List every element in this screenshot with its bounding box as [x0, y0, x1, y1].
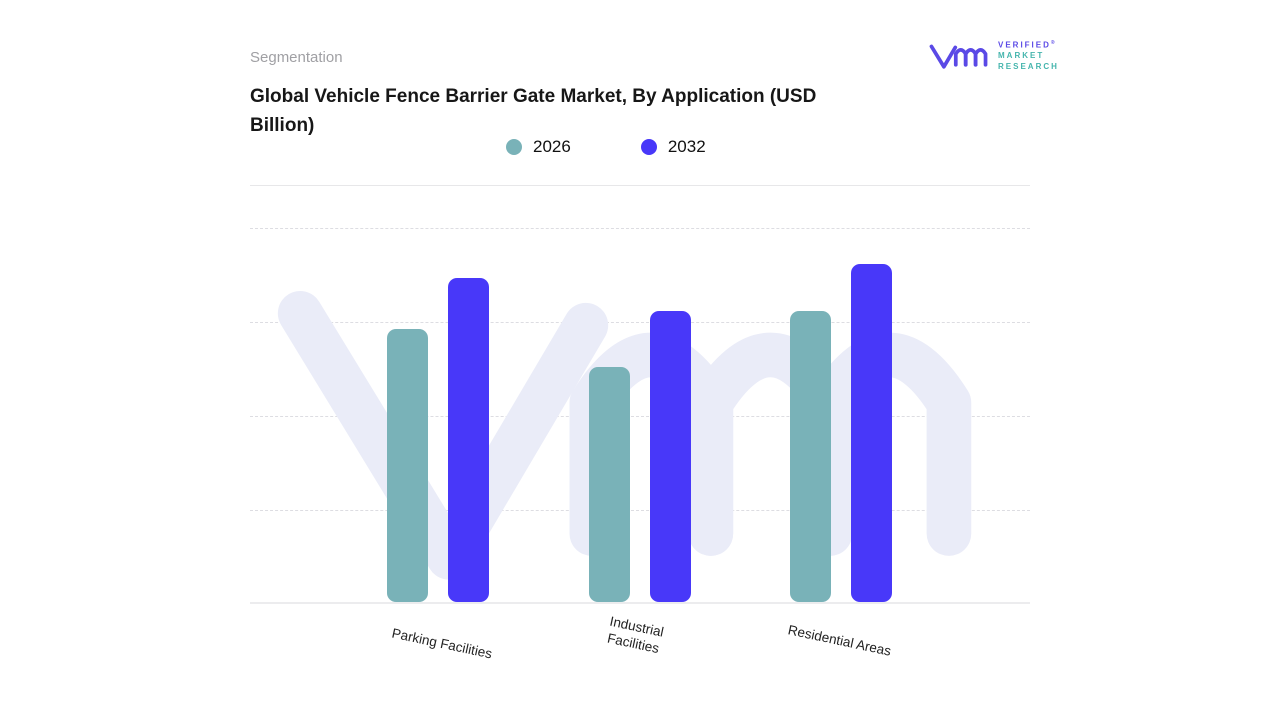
gridline: [250, 228, 1030, 229]
section-label: Segmentation: [250, 49, 343, 66]
brand-wordmark: VERIFIED® MARKET RESEARCH: [998, 38, 1059, 72]
brand-logo: VERIFIED® MARKET RESEARCH: [928, 38, 1059, 72]
chart-title: Global Vehicle Fence Barrier Gate Market…: [250, 86, 817, 136]
x-axis-label: Parking Facilities: [390, 625, 494, 662]
bar-2026: [387, 329, 428, 602]
legend-label: 2032: [667, 137, 706, 156]
bar-group: [589, 311, 691, 602]
header-divider: [250, 185, 1030, 186]
brand-line-market: MARKET: [998, 51, 1045, 61]
legend: 2026 2032: [506, 137, 706, 157]
legend-dot-2026: [506, 139, 522, 155]
bar-group: [790, 264, 892, 602]
x-axis-labels: Parking Facilities Industrial Facilities R…: [250, 604, 1030, 694]
brand-line-verified: VERIFIED®: [998, 40, 1055, 50]
x-axis-label: Industrial Facilities: [605, 613, 666, 657]
x-axis-label: Residential Areas: [786, 622, 893, 659]
legend-label: 2026: [533, 137, 571, 156]
bar-2032: [448, 278, 489, 602]
chart-plot-area: [250, 228, 1030, 604]
registered-mark: ®: [1050, 40, 1055, 46]
bar-2026: [589, 367, 630, 602]
legend-item-2032: 2032: [640, 137, 706, 157]
brand-line-research: RESEARCH: [998, 61, 1059, 71]
bar-2032: [650, 311, 691, 602]
bar-group: [387, 278, 489, 602]
legend-item-2026: 2026: [506, 137, 571, 157]
bar-2032: [851, 264, 892, 602]
legend-dot-2032: [640, 139, 657, 155]
vmr-logo-icon: [929, 44, 988, 69]
gridline: [250, 322, 1030, 323]
bar-2026: [790, 311, 831, 602]
